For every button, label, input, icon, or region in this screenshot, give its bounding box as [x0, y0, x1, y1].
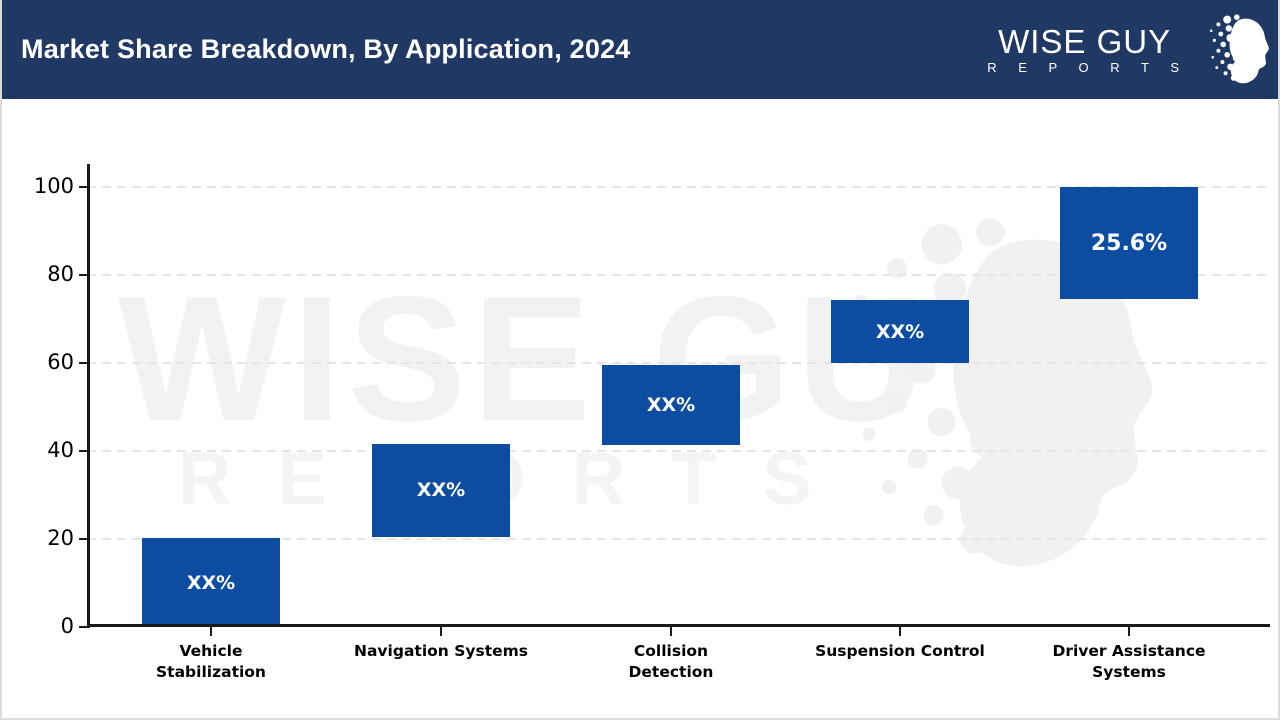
y-tick-label: 60	[47, 350, 74, 374]
y-axis-tick	[79, 362, 87, 364]
x-axis-tick	[899, 627, 901, 636]
bar-navigation-systems: XX%	[372, 443, 510, 537]
bar-value-label: XX%	[186, 571, 236, 594]
page-title: Market Share Breakdown, By Application, …	[21, 34, 631, 64]
y-tick-label: 20	[47, 526, 74, 550]
watermark-text-reports: REPORTS	[178, 437, 858, 520]
category-label: Suspension Control	[780, 641, 1020, 662]
category-label-line: Collision	[633, 642, 709, 660]
x-axis-tick	[1128, 627, 1130, 636]
bar-value-label: XX%	[646, 393, 696, 416]
category-label: Vehicle Stabilization	[91, 641, 331, 683]
category-label: Driver Assistance Systems	[1009, 641, 1249, 683]
y-tick-label: 40	[47, 438, 74, 462]
category-label: Navigation Systems	[321, 641, 561, 662]
y-axis-tick	[79, 186, 87, 188]
gridline	[87, 362, 1270, 364]
x-axis-tick	[210, 627, 212, 636]
y-tick-label: 80	[47, 262, 74, 286]
bar-vehicle-stabilization: XX%	[142, 538, 280, 627]
header-bar: Market Share Breakdown, By Application, …	[0, 0, 1280, 99]
category-label-line: Detection	[628, 663, 714, 681]
category-label-line: Suspension Control	[815, 642, 985, 660]
bar-value-label: 25.6%	[1090, 230, 1168, 256]
wiseguy-face-icon	[1209, 13, 1269, 83]
category-label-line: Navigation Systems	[354, 642, 528, 660]
wiseguy-logo-text: WISE GUY R E P O R T S	[981, 25, 1188, 74]
bar-value-label: XX%	[416, 479, 466, 502]
y-axis	[87, 164, 90, 628]
gridline	[87, 186, 1270, 188]
category-label: Collision Detection	[551, 641, 791, 683]
category-label-line: Stabilization	[156, 663, 266, 681]
y-tick-label: 0	[60, 614, 74, 638]
bar-suspension-control: XX%	[831, 300, 969, 363]
category-label-line: Systems	[1092, 663, 1166, 681]
y-tick-label: 100	[33, 174, 74, 198]
logo-reports-label: R E P O R T S	[987, 60, 1188, 75]
bar-collision-detection: XX%	[602, 364, 740, 445]
category-label-line: Driver Assistance	[1052, 642, 1206, 660]
y-axis-tick	[79, 626, 87, 628]
x-axis	[87, 624, 1270, 627]
wiseguy-logo: WISE GUY R E P O R T S	[981, 0, 1272, 99]
gridline	[87, 538, 1270, 540]
logo-wiseguy-label: WISE GUY	[998, 23, 1172, 60]
gridline	[87, 274, 1270, 276]
y-axis-tick	[79, 538, 87, 540]
x-axis-tick	[440, 627, 442, 636]
bar-value-label: XX%	[875, 320, 925, 343]
category-label-line: Vehicle	[179, 642, 243, 660]
bar-driver-assistance-systems: 25.6%	[1060, 187, 1198, 300]
y-axis-tick	[79, 450, 87, 452]
gridline	[87, 450, 1270, 452]
y-axis-tick	[79, 274, 87, 276]
x-axis-tick	[670, 627, 672, 636]
